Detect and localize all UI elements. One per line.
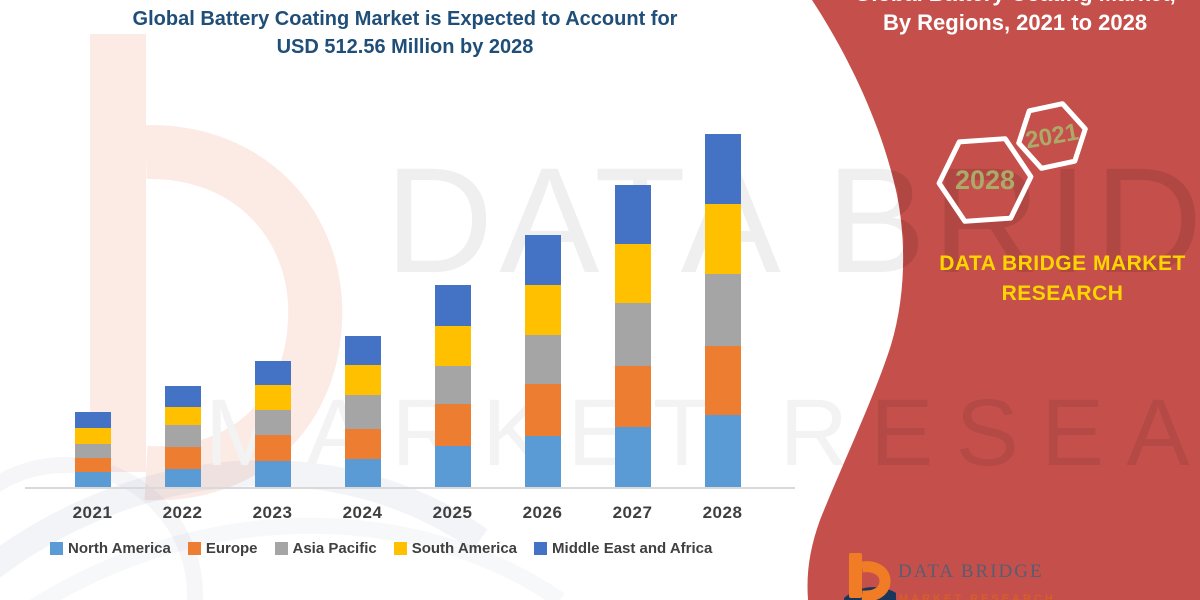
- bar-segment-2022-asia-pacific: [164, 425, 201, 448]
- hexagon-2028: [936, 136, 1034, 224]
- bar-segment-2023-south-america: [254, 385, 291, 411]
- legend-item-middle-east-and-africa: Middle East and Africa: [534, 540, 712, 557]
- bar-segment-2021-middle-east-and-africa: [74, 412, 111, 429]
- bar-segment-2021-north-america: [74, 472, 111, 487]
- bar-segment-2026-europe: [524, 384, 561, 436]
- bar-segment-2025-north-america: [434, 446, 471, 487]
- x-tick-label-2025: 2025: [432, 503, 473, 522]
- logo-name: DATA BRIDGE: [898, 561, 1044, 582]
- x-tick-label-2022: 2022: [162, 503, 203, 522]
- bar-segment-2023-north-america: [254, 461, 291, 487]
- legend-item-asia-pacific: Asia Pacific: [274, 540, 377, 557]
- bar-segment-2027-asia-pacific: [614, 303, 651, 366]
- bar-segment-2028-south-america: [704, 204, 741, 274]
- legend-swatch: [50, 542, 63, 555]
- dbmr-logo-watermark: [90, 34, 343, 501]
- bar-segment-2023-middle-east-and-africa: [254, 361, 291, 386]
- bar-segment-2025-middle-east-and-africa: [434, 285, 471, 327]
- hexagon-2021-label: 2021: [1023, 119, 1080, 155]
- legend-item-south-america: South America: [393, 540, 518, 557]
- bar-segment-2023-europe: [254, 435, 291, 461]
- bar-segment-2028-asia-pacific: [704, 273, 741, 347]
- legend-label: Europe: [205, 540, 258, 557]
- bar-segment-2021-europe: [74, 457, 111, 472]
- bar-segment-2024-asia-pacific: [344, 395, 381, 429]
- bar-segment-2028-north-america: [704, 415, 741, 487]
- bar-2025: [434, 285, 471, 487]
- brand-line1: DATA BRIDGE MARKET: [939, 252, 1186, 275]
- bar-segment-2027-south-america: [614, 244, 651, 304]
- legend-swatch: [393, 542, 407, 555]
- legend-item-europe: Europe: [187, 540, 258, 557]
- bar-segment-2027-north-america: [614, 427, 651, 487]
- logo-subtitle-clipped: MARKET RESEARCH: [899, 593, 1056, 600]
- legend-swatch: [187, 542, 201, 555]
- legend-label: South America: [411, 540, 518, 557]
- bar-2024: [344, 336, 381, 487]
- panel-heading: Global Battery Coating Market, By Region…: [830, 0, 1200, 37]
- bar-segment-2028-middle-east-and-africa: [704, 133, 741, 205]
- x-tick-label-2028: 2028: [702, 503, 743, 522]
- bar-segment-2025-asia-pacific: [434, 366, 471, 404]
- legend-swatch: [274, 542, 288, 555]
- bar-segment-2024-north-america: [344, 458, 381, 487]
- chart-legend: North America Europe Asia Pacific South Ame…: [50, 540, 712, 557]
- legend-label: Middle East and Africa: [552, 540, 713, 557]
- red-panel-shape: [807, 0, 1200, 600]
- bar-segment-2023-asia-pacific: [254, 410, 291, 436]
- stacked-bar-chart: 2021 2022 2023 2024 2025 2026 2027 2028: [25, 99, 795, 522]
- bar-2022: [164, 386, 201, 487]
- bar-segment-2021-asia-pacific: [74, 443, 111, 458]
- bar-segment-2022-north-america: [164, 468, 201, 487]
- bar-segment-2027-europe: [614, 366, 651, 427]
- bar-2027: [614, 184, 651, 487]
- hexagon-badges: 2028 2021: [936, 101, 1088, 224]
- bar-2023: [254, 361, 291, 487]
- bar-segment-2021-south-america: [74, 428, 111, 444]
- bar-segment-2028-europe: [704, 346, 741, 416]
- hexagon-2021: [1016, 101, 1088, 171]
- bar-2026: [524, 234, 561, 487]
- chart-title-line2: USD 512.56 Million by 2028: [276, 36, 534, 58]
- legend-label: North America: [68, 540, 171, 557]
- bar-segment-2026-asia-pacific: [524, 334, 561, 385]
- panel-heading-line2: By Regions, 2021 to 2028: [882, 10, 1148, 35]
- hexagon-2028-label: 2028: [955, 165, 1015, 195]
- x-tick-label-2024: 2024: [342, 503, 383, 522]
- bar-segment-2022-europe: [164, 447, 201, 469]
- bar-segment-2027-middle-east-and-africa: [614, 184, 651, 245]
- bar-segment-2022-south-america: [164, 407, 201, 426]
- x-tick-label-2027: 2027: [612, 503, 653, 522]
- dbmr-logo-icon: [844, 553, 896, 600]
- x-tick-label-2023: 2023: [252, 503, 293, 522]
- brand-line2: RESEARCH: [1001, 282, 1124, 305]
- bar-segment-2026-middle-east-and-africa: [524, 234, 561, 285]
- x-axis-line: [25, 487, 795, 489]
- bar-segment-2025-europe: [434, 403, 471, 446]
- chart-title: Global Battery Coating Market is Expecte…: [55, 5, 755, 61]
- chart-title-line1: Global Battery Coating Market is Expecte…: [132, 8, 678, 30]
- svg-text:MARKET RESEARCH: MARKET RESEARCH: [205, 380, 1200, 486]
- legend-swatch: [534, 542, 548, 555]
- swoosh-watermark: [0, 457, 565, 600]
- bar-segment-2026-north-america: [524, 436, 561, 487]
- bar-2021: [74, 412, 111, 487]
- bar-segment-2022-middle-east-and-africa: [164, 386, 201, 408]
- x-tick-label-2026: 2026: [522, 503, 563, 522]
- panel-heading-line1-clipped: Global Battery Coating Market,: [830, 0, 1200, 8]
- brand-text: DATA BRIDGE MARKET RESEARCH: [905, 249, 1200, 309]
- bar-segment-2025-south-america: [434, 326, 471, 367]
- bar-segment-2026-south-america: [524, 284, 561, 335]
- bar-segment-2024-europe: [344, 428, 381, 459]
- bar-segment-2024-south-america: [344, 365, 381, 396]
- x-tick-label-2021: 2021: [72, 503, 113, 522]
- bar-segment-2024-middle-east-and-africa: [344, 336, 381, 366]
- legend-item-north-america: North America: [50, 540, 171, 557]
- bar-2028: [704, 133, 741, 487]
- legend-label: Asia Pacific: [292, 540, 377, 557]
